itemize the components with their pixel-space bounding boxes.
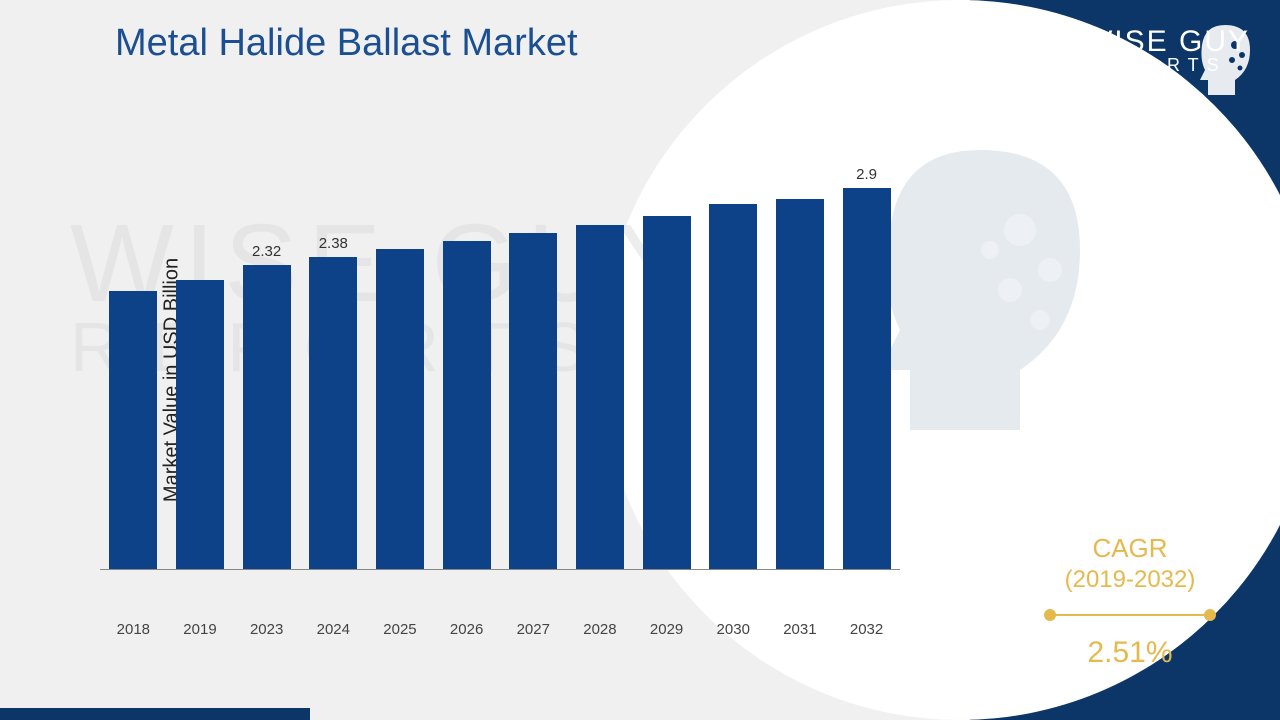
brand-logo: WISE GUY REPORTS bbox=[1084, 25, 1250, 76]
x-axis-label: 2019 bbox=[167, 621, 233, 638]
bar bbox=[509, 233, 557, 569]
logo-line2: REPORTS bbox=[1084, 55, 1250, 76]
x-axis-label: 2024 bbox=[300, 621, 366, 638]
bar-chart: Market Value in USD Billion 2.322.382.9 … bbox=[60, 150, 900, 610]
bar bbox=[643, 216, 691, 569]
bar bbox=[376, 249, 424, 569]
x-axis-label: 2027 bbox=[500, 621, 566, 638]
bar-group bbox=[767, 199, 833, 569]
bar bbox=[176, 280, 224, 569]
bar-group bbox=[100, 291, 166, 569]
x-axis-label: 2023 bbox=[234, 621, 300, 638]
bar bbox=[843, 188, 891, 569]
bar-value-label: 2.38 bbox=[319, 235, 348, 252]
bar-group bbox=[367, 249, 433, 569]
bar-group bbox=[434, 241, 500, 569]
cagr-title: CAGR bbox=[1020, 533, 1240, 564]
x-axis-label: 2030 bbox=[700, 621, 766, 638]
bar-group: 2.32 bbox=[234, 265, 300, 570]
x-axis-label: 2031 bbox=[767, 621, 833, 638]
plot-area: 2.322.382.9 bbox=[100, 150, 900, 570]
cagr-value: 2.51% bbox=[1020, 636, 1240, 670]
bar bbox=[709, 204, 757, 569]
cagr-divider bbox=[1050, 614, 1210, 616]
bottom-stripe bbox=[0, 708, 310, 720]
bar-group bbox=[167, 280, 233, 569]
x-axis-label: 2028 bbox=[567, 621, 633, 638]
bar-group bbox=[500, 233, 566, 569]
bar bbox=[776, 199, 824, 569]
bar bbox=[443, 241, 491, 569]
cagr-period: (2019-2032) bbox=[1020, 566, 1240, 594]
bar-value-label: 2.32 bbox=[252, 243, 281, 260]
x-axis-label: 2026 bbox=[434, 621, 500, 638]
bar bbox=[576, 225, 624, 569]
bar bbox=[109, 291, 157, 569]
bar-group bbox=[634, 216, 700, 569]
bar-group bbox=[567, 225, 633, 569]
chart-title: Metal Halide Ballast Market bbox=[115, 22, 578, 65]
bar bbox=[243, 265, 291, 570]
bar-group bbox=[700, 204, 766, 569]
cagr-block: CAGR (2019-2032) 2.51% bbox=[1020, 533, 1240, 670]
x-axis-label: 2029 bbox=[634, 621, 700, 638]
x-axis-label: 2018 bbox=[100, 621, 166, 638]
bar-group: 2.9 bbox=[834, 188, 900, 569]
x-axis-label: 2025 bbox=[367, 621, 433, 638]
bar bbox=[309, 257, 357, 569]
bars-container: 2.322.382.9 bbox=[100, 150, 900, 569]
logo-line1: WISE GUY bbox=[1084, 25, 1250, 59]
x-axis-label: 2032 bbox=[834, 621, 900, 638]
x-axis-labels: 2018201920232024202520262027202820292030… bbox=[100, 621, 900, 638]
bar-group: 2.38 bbox=[300, 257, 366, 569]
bar-value-label: 2.9 bbox=[856, 166, 877, 183]
